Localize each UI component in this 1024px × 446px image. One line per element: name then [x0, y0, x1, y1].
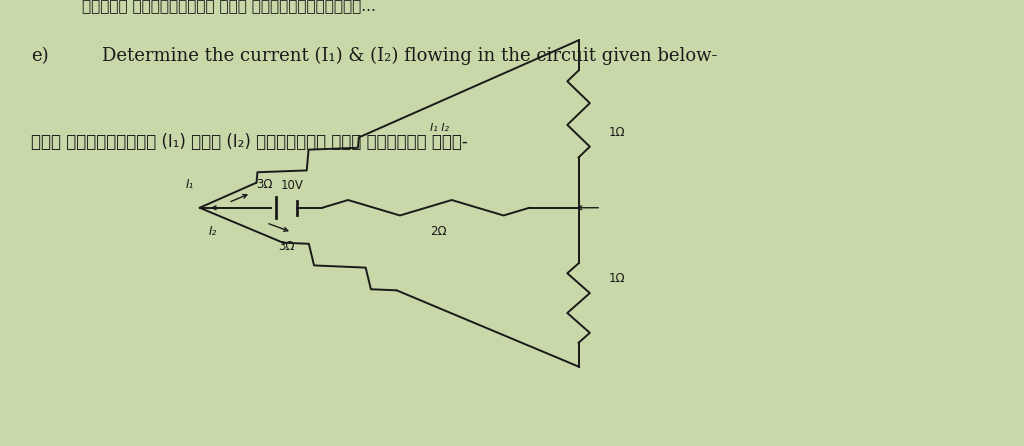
Text: সোহৰর কুম্পনাংক আৰক প্ৰাতিবৰ্তনী...: সোহৰর কুম্পনাংক আৰক প্ৰাতিবৰ্তনী...	[82, 0, 376, 15]
Text: 1Ω: 1Ω	[609, 272, 626, 285]
Text: 3Ω: 3Ω	[257, 178, 273, 191]
Text: Determine the current (I₁) & (I₂) flowing in the circuit given below-: Determine the current (I₁) & (I₂) flowin…	[102, 47, 718, 65]
Text: 2Ω: 2Ω	[430, 225, 447, 238]
Text: 1Ω: 1Ω	[609, 126, 626, 139]
Text: I₁: I₁	[185, 178, 194, 190]
Text: 10V: 10V	[281, 179, 303, 192]
Text: I₂: I₂	[209, 225, 217, 238]
Text: তলৰ বৰ্তনীটোৰ (I₁) আৰক (I₂) প্ৰবাহৰ মান নিৰ্ণয় কৰা-: তলৰ বৰ্তনীটোৰ (I₁) আৰক (I₂) প্ৰবাহৰ মান …	[31, 132, 468, 151]
Text: I₁ I₂: I₁ I₂	[430, 123, 450, 133]
Text: e): e)	[31, 47, 48, 65]
Text: 3Ω: 3Ω	[278, 240, 295, 253]
